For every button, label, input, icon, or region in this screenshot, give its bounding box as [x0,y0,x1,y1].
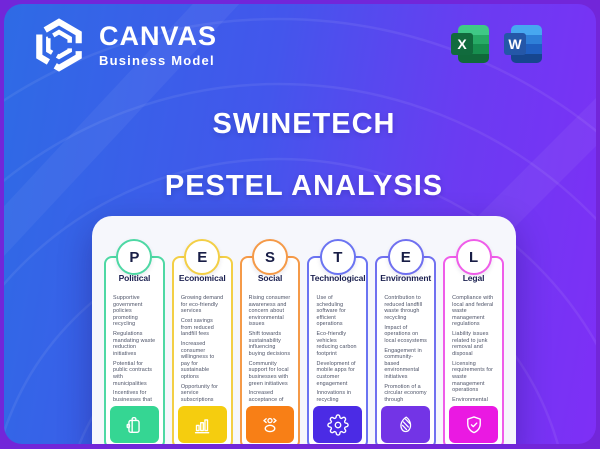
pestel-column-political: P Political Supportive government polici… [104,239,165,444]
word-stripes [511,25,542,63]
excel-stripes [458,25,489,63]
bullet: Liability issues related to junk removal… [452,331,489,357]
column-title: Technological [310,273,366,283]
bullet: Contribution to reduced landfill waste t… [384,295,423,321]
excel-icon[interactable]: X [451,25,489,63]
shield-check-icon [449,406,498,443]
letter: P [129,248,140,266]
report-title: PESTEL ANALYSIS [164,170,444,202]
bullet: Shift towards sustainability influencing… [248,331,291,357]
pestel-card: P Political Supportive government polici… [92,216,516,444]
bullet: Potential for public contracts with muni… [113,360,153,387]
bullet: Innovations in recycling technologies im… [316,390,352,403]
letter-badge: S [252,239,289,275]
bar-chart-icon [177,406,227,443]
bullet: Promotion of a circular economy through … [384,383,427,403]
word-letter-tile: W [504,33,526,55]
letter-badge: E [387,239,424,275]
column-title: Legal [462,273,485,283]
bullet: Eco-friendly vehicles reducing carbon fo… [316,331,357,357]
bullet: Impact of operations on local ecosystems [384,324,427,344]
bullet: Environmental regulations around disposa… [452,396,488,403]
bullet: Cost savings from reduced landfill fees [180,317,214,338]
bullet: Increased consumer willingness to pay fo… [180,340,215,380]
bullet: Licensing requirements for waste managem… [452,360,493,394]
bullet: Rising consumer awareness and concern ab… [248,295,291,328]
bullet: Engagement in community-based environmen… [384,347,422,380]
bullet-list: Supportive government policies promoting… [109,295,160,403]
bullet: Supportive government policies promoting… [113,295,143,328]
column-title: Social [257,273,283,283]
bullet-list: Growing demand for eco-friendly services… [177,295,228,403]
company-title: SWINETECH [212,108,396,140]
bullet: Opportunity for service subscriptions pr… [180,383,218,403]
bullet: Growing demand for eco-friendly services [180,295,224,315]
letter-badge: P [116,239,153,275]
pestel-column-social: S Social Rising consumer awareness and c… [239,239,301,444]
letter: E [400,248,411,266]
pestel-column-legal: L Legal Compliance with local and federa… [443,239,504,444]
letter-badge: E [184,239,221,275]
letter: T [333,248,343,266]
bullet: Development of mobile apps for customer … [316,360,356,387]
brand-tagline: Business Model [99,53,215,68]
brand-text: CANVAS Business Model [99,21,218,68]
leaf-icon [381,406,431,443]
column-title: Economical [178,273,226,283]
hexagon-logo-icon [36,18,82,72]
pestel-columns: P Political Supportive government polici… [104,239,504,444]
bullet: Community support for local businesses w… [248,360,289,387]
pestel-column-economical: E Economical Growing demand for eco-frie… [171,239,233,444]
column-title: Political [118,273,151,283]
gradient-panel: CANVAS Business Model X W SWINETECH PEST… [4,4,596,444]
letter: E [197,248,208,266]
pestel-column-technological: T Technological Use of scheduling softwa… [307,239,369,444]
bullet: Use of scheduling software for efficient… [316,295,346,328]
bullet-list: Use of scheduling software for efficient… [312,295,363,403]
pestel-column-environment: E Environment Contribution to reduced la… [375,239,437,444]
file-format-icons: X W [451,25,542,63]
letter: S [265,248,276,266]
bullet: Increased acceptance of second-hand good… [248,390,284,403]
brand-logo[interactable]: CANVAS Business Model [32,18,217,72]
letter: L [468,248,479,266]
bullet: Compliance with local and federal waste … [452,295,494,328]
bullet: Regulations mandating waste reduction in… [113,331,156,357]
word-icon[interactable]: W [504,25,542,63]
brand-name: CANVAS [99,21,218,51]
column-title: Environment [380,273,432,283]
gear-icon [313,406,363,443]
briefcase-icon [110,406,159,443]
letter-badge: T [319,239,356,275]
excel-letter-tile: X [451,33,473,55]
bullet-list: Rising consumer awareness and concern ab… [245,295,296,403]
letter-badge: L [455,239,492,275]
bullet: Incentives for businesses that practice … [113,390,152,403]
bullet-list: Compliance with local and federal waste … [448,295,499,403]
people-icon [245,406,295,443]
bullet-list: Contribution to reduced landfill waste t… [380,295,431,403]
